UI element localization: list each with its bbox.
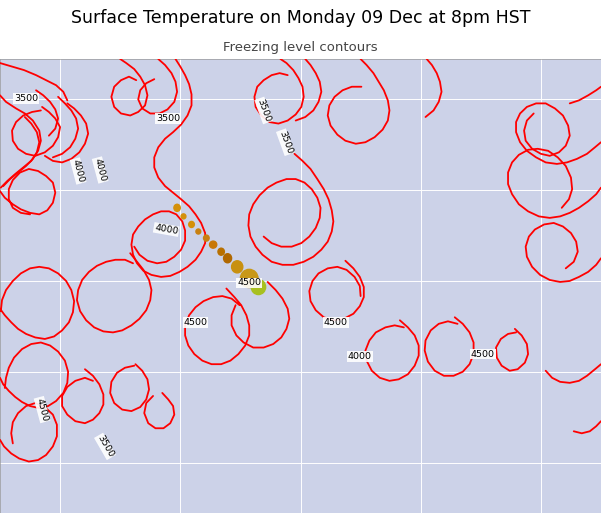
Ellipse shape (181, 214, 186, 219)
Text: 3500: 3500 (156, 114, 180, 123)
Text: 3500: 3500 (255, 97, 272, 123)
Ellipse shape (210, 241, 217, 248)
Ellipse shape (196, 229, 201, 234)
Text: 3500: 3500 (95, 433, 115, 459)
Ellipse shape (224, 254, 231, 263)
Text: 4500: 4500 (35, 397, 49, 422)
Text: 4500: 4500 (237, 279, 261, 287)
Ellipse shape (240, 269, 258, 287)
Text: 4000: 4000 (71, 158, 85, 184)
Text: 4000: 4000 (154, 223, 179, 236)
Text: 4500: 4500 (183, 318, 207, 327)
Ellipse shape (218, 248, 224, 255)
Ellipse shape (189, 222, 194, 227)
Ellipse shape (231, 261, 243, 273)
Text: Freezing level contours: Freezing level contours (223, 41, 378, 54)
Text: 3500: 3500 (277, 129, 294, 155)
Text: 4500: 4500 (471, 349, 495, 359)
Ellipse shape (204, 235, 209, 241)
Text: 4000: 4000 (348, 352, 372, 361)
Text: Surface Temperature on Monday 09 Dec at 8pm HST: Surface Temperature on Monday 09 Dec at … (71, 9, 530, 27)
Ellipse shape (251, 280, 266, 294)
Text: 4500: 4500 (324, 318, 348, 327)
Text: 4000: 4000 (93, 157, 108, 183)
Text: 3500: 3500 (14, 94, 38, 103)
Ellipse shape (174, 204, 180, 211)
